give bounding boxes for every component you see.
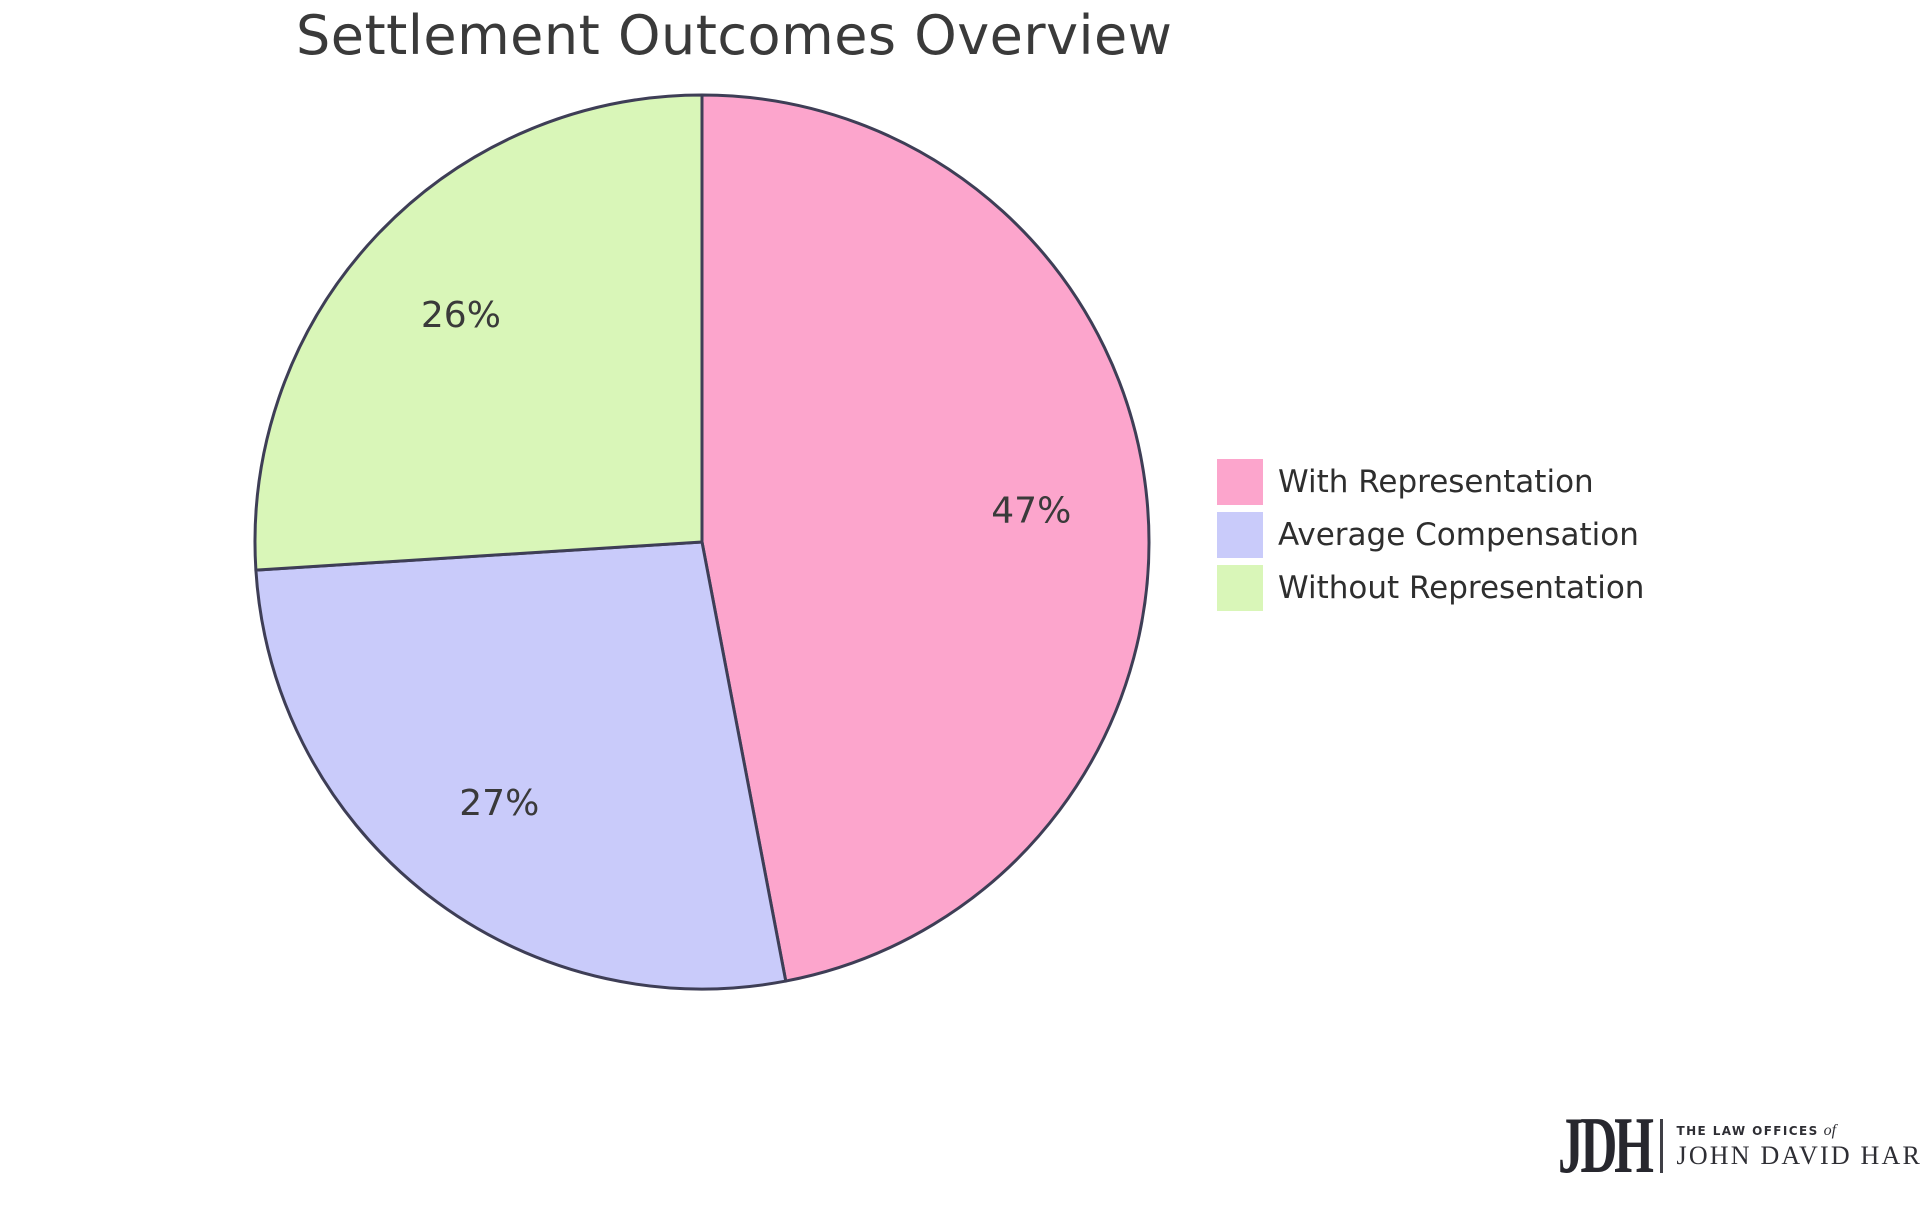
legend-swatch-average-compensation xyxy=(1217,512,1263,558)
legend-swatch-with-representation xyxy=(1217,459,1263,505)
pie-slice-label-without-representation: 26% xyxy=(421,295,501,336)
logo-firm-name: JOHN DAVID HART xyxy=(1676,1140,1920,1170)
brand-logo: JDH THE LAW OFFICES of JOHN DAVID HART xyxy=(1558,1106,1920,1186)
legend-label: With Representation xyxy=(1278,464,1594,500)
chart-title: Settlement Outcomes Overview xyxy=(296,4,1173,67)
legend-swatch-without-representation xyxy=(1217,565,1263,611)
pie-slice-average-compensation[interactable] xyxy=(254,540,788,991)
logo-tagline-text: THE LAW OFFICES xyxy=(1676,1123,1819,1138)
logo-divider xyxy=(1660,1119,1663,1173)
logo-text: THE LAW OFFICES of JOHN DAVID HART xyxy=(1677,1122,1920,1171)
logo-tagline-of: of xyxy=(1823,1121,1837,1139)
legend-item-with-representation[interactable]: With Representation xyxy=(1217,459,1644,505)
legend-label: Without Representation xyxy=(1278,570,1645,606)
pie-slice-label-average-compensation: 27% xyxy=(459,783,539,824)
logo-tagline: THE LAW OFFICES of xyxy=(1677,1122,1920,1140)
legend-item-average-compensation[interactable]: Average Compensation xyxy=(1217,512,1644,558)
pie-slice-with-representation[interactable] xyxy=(700,93,1151,983)
legend-label: Average Compensation xyxy=(1278,517,1639,553)
legend-item-without-representation[interactable]: Without Representation xyxy=(1217,565,1644,611)
pie-slice-without-representation[interactable] xyxy=(253,93,704,572)
logo-monogram: JDH xyxy=(1558,1102,1654,1190)
pie-slice-label-with-representation: 47% xyxy=(991,490,1071,531)
legend: With Representation Average Compensation… xyxy=(1217,459,1644,611)
